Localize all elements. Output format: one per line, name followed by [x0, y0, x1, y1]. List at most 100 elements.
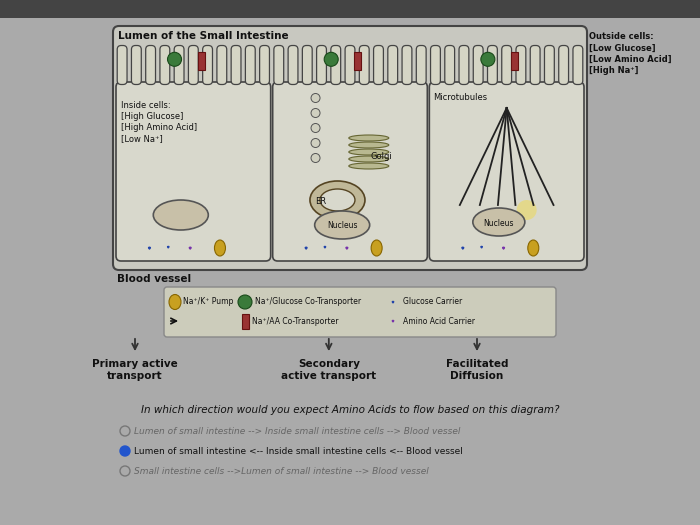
- Polygon shape: [481, 247, 482, 248]
- FancyBboxPatch shape: [113, 26, 587, 270]
- FancyBboxPatch shape: [203, 46, 213, 85]
- FancyBboxPatch shape: [374, 46, 384, 85]
- Ellipse shape: [349, 149, 389, 155]
- FancyBboxPatch shape: [146, 46, 155, 85]
- FancyBboxPatch shape: [164, 287, 556, 337]
- FancyBboxPatch shape: [359, 46, 369, 85]
- Bar: [0, 0, 700, 18]
- Circle shape: [311, 109, 320, 118]
- FancyBboxPatch shape: [402, 46, 412, 85]
- FancyBboxPatch shape: [516, 46, 526, 85]
- Bar: [354, 52, 361, 70]
- Polygon shape: [462, 247, 463, 249]
- Circle shape: [311, 153, 320, 163]
- FancyBboxPatch shape: [429, 82, 584, 261]
- FancyBboxPatch shape: [288, 46, 298, 85]
- Ellipse shape: [310, 181, 365, 219]
- Text: Na⁺/AA Co-Transporter: Na⁺/AA Co-Transporter: [252, 317, 339, 326]
- Polygon shape: [148, 247, 150, 249]
- FancyBboxPatch shape: [260, 46, 270, 85]
- FancyBboxPatch shape: [573, 46, 583, 85]
- Ellipse shape: [349, 163, 389, 169]
- Ellipse shape: [349, 156, 389, 162]
- Circle shape: [311, 139, 320, 148]
- Circle shape: [238, 295, 252, 309]
- Circle shape: [167, 52, 181, 66]
- Polygon shape: [167, 247, 169, 248]
- Text: ER: ER: [316, 197, 327, 206]
- Polygon shape: [346, 247, 348, 249]
- Circle shape: [120, 446, 130, 456]
- Polygon shape: [305, 247, 307, 249]
- Text: Small intestine cells -->Lumen of small intestine --> Blood vessel: Small intestine cells -->Lumen of small …: [134, 467, 428, 476]
- FancyBboxPatch shape: [274, 46, 284, 85]
- Bar: [511, 52, 518, 70]
- Circle shape: [311, 123, 320, 132]
- Polygon shape: [324, 247, 326, 248]
- FancyBboxPatch shape: [502, 46, 512, 85]
- Ellipse shape: [349, 135, 389, 141]
- Circle shape: [517, 200, 537, 220]
- FancyBboxPatch shape: [273, 82, 427, 261]
- Polygon shape: [189, 247, 191, 249]
- Text: Facilitated
Diffusion: Facilitated Diffusion: [446, 359, 508, 381]
- FancyBboxPatch shape: [231, 46, 241, 85]
- Text: Na⁺/K⁺ Pump: Na⁺/K⁺ Pump: [183, 298, 233, 307]
- Polygon shape: [392, 301, 393, 303]
- FancyBboxPatch shape: [559, 46, 568, 85]
- Text: Na⁺/Glucose Co-Transporter: Na⁺/Glucose Co-Transporter: [255, 298, 361, 307]
- Text: Glucose Carrier: Glucose Carrier: [403, 298, 462, 307]
- FancyBboxPatch shape: [388, 46, 398, 85]
- FancyBboxPatch shape: [416, 46, 426, 85]
- Ellipse shape: [528, 240, 539, 256]
- Circle shape: [311, 93, 320, 102]
- Ellipse shape: [349, 142, 389, 148]
- FancyBboxPatch shape: [117, 46, 127, 85]
- Text: Lumen of small intestine --> Inside small intestine cells --> Blood vessel: Lumen of small intestine --> Inside smal…: [134, 426, 461, 436]
- Text: In which direction would you expect Amino Acids to flow based on this diagram?: In which direction would you expect Amin…: [141, 405, 559, 415]
- Text: Amino Acid Carrier: Amino Acid Carrier: [403, 317, 475, 326]
- FancyBboxPatch shape: [530, 46, 540, 85]
- Text: Microtubules: Microtubules: [433, 93, 487, 102]
- Ellipse shape: [214, 240, 225, 256]
- Bar: [242, 314, 249, 329]
- FancyBboxPatch shape: [487, 46, 497, 85]
- FancyBboxPatch shape: [302, 46, 312, 85]
- Ellipse shape: [473, 208, 525, 236]
- FancyBboxPatch shape: [246, 46, 256, 85]
- FancyBboxPatch shape: [188, 46, 198, 85]
- FancyBboxPatch shape: [174, 46, 184, 85]
- Text: Lumen of the Small Intestine: Lumen of the Small Intestine: [118, 31, 288, 41]
- FancyBboxPatch shape: [316, 46, 326, 85]
- Text: Lumen of small intestine <-- Inside small intestine cells <-- Blood vessel: Lumen of small intestine <-- Inside smal…: [134, 446, 463, 456]
- Text: Outside cells:
[Low Glucose]
[Low Amino Acid]
[High Na⁺]: Outside cells: [Low Glucose] [Low Amino …: [589, 32, 671, 76]
- FancyBboxPatch shape: [444, 46, 454, 85]
- Ellipse shape: [320, 189, 355, 211]
- Circle shape: [481, 52, 495, 66]
- Text: Secondary
active transport: Secondary active transport: [281, 359, 377, 381]
- Polygon shape: [503, 247, 505, 249]
- FancyBboxPatch shape: [459, 46, 469, 85]
- Text: Primary active
transport: Primary active transport: [92, 359, 178, 381]
- Ellipse shape: [153, 200, 209, 230]
- Ellipse shape: [371, 240, 382, 256]
- Text: Blood vessel: Blood vessel: [117, 274, 191, 284]
- Text: Nucleus: Nucleus: [166, 212, 196, 220]
- Text: Golgi: Golgi: [371, 152, 393, 161]
- FancyBboxPatch shape: [132, 46, 141, 85]
- FancyBboxPatch shape: [345, 46, 355, 85]
- FancyBboxPatch shape: [116, 82, 271, 261]
- Polygon shape: [392, 320, 393, 322]
- Bar: [197, 52, 204, 70]
- Ellipse shape: [169, 295, 181, 310]
- FancyBboxPatch shape: [430, 46, 440, 85]
- FancyBboxPatch shape: [545, 46, 554, 85]
- FancyBboxPatch shape: [160, 46, 170, 85]
- FancyBboxPatch shape: [331, 46, 341, 85]
- Ellipse shape: [315, 211, 370, 239]
- Text: Nucleus: Nucleus: [327, 222, 358, 230]
- Text: Nucleus: Nucleus: [484, 218, 514, 227]
- Text: Inside cells:
[High Glucose]
[High Amino Acid]
[Low Na⁺]: Inside cells: [High Glucose] [High Amino…: [121, 101, 197, 143]
- Circle shape: [324, 52, 338, 66]
- FancyBboxPatch shape: [217, 46, 227, 85]
